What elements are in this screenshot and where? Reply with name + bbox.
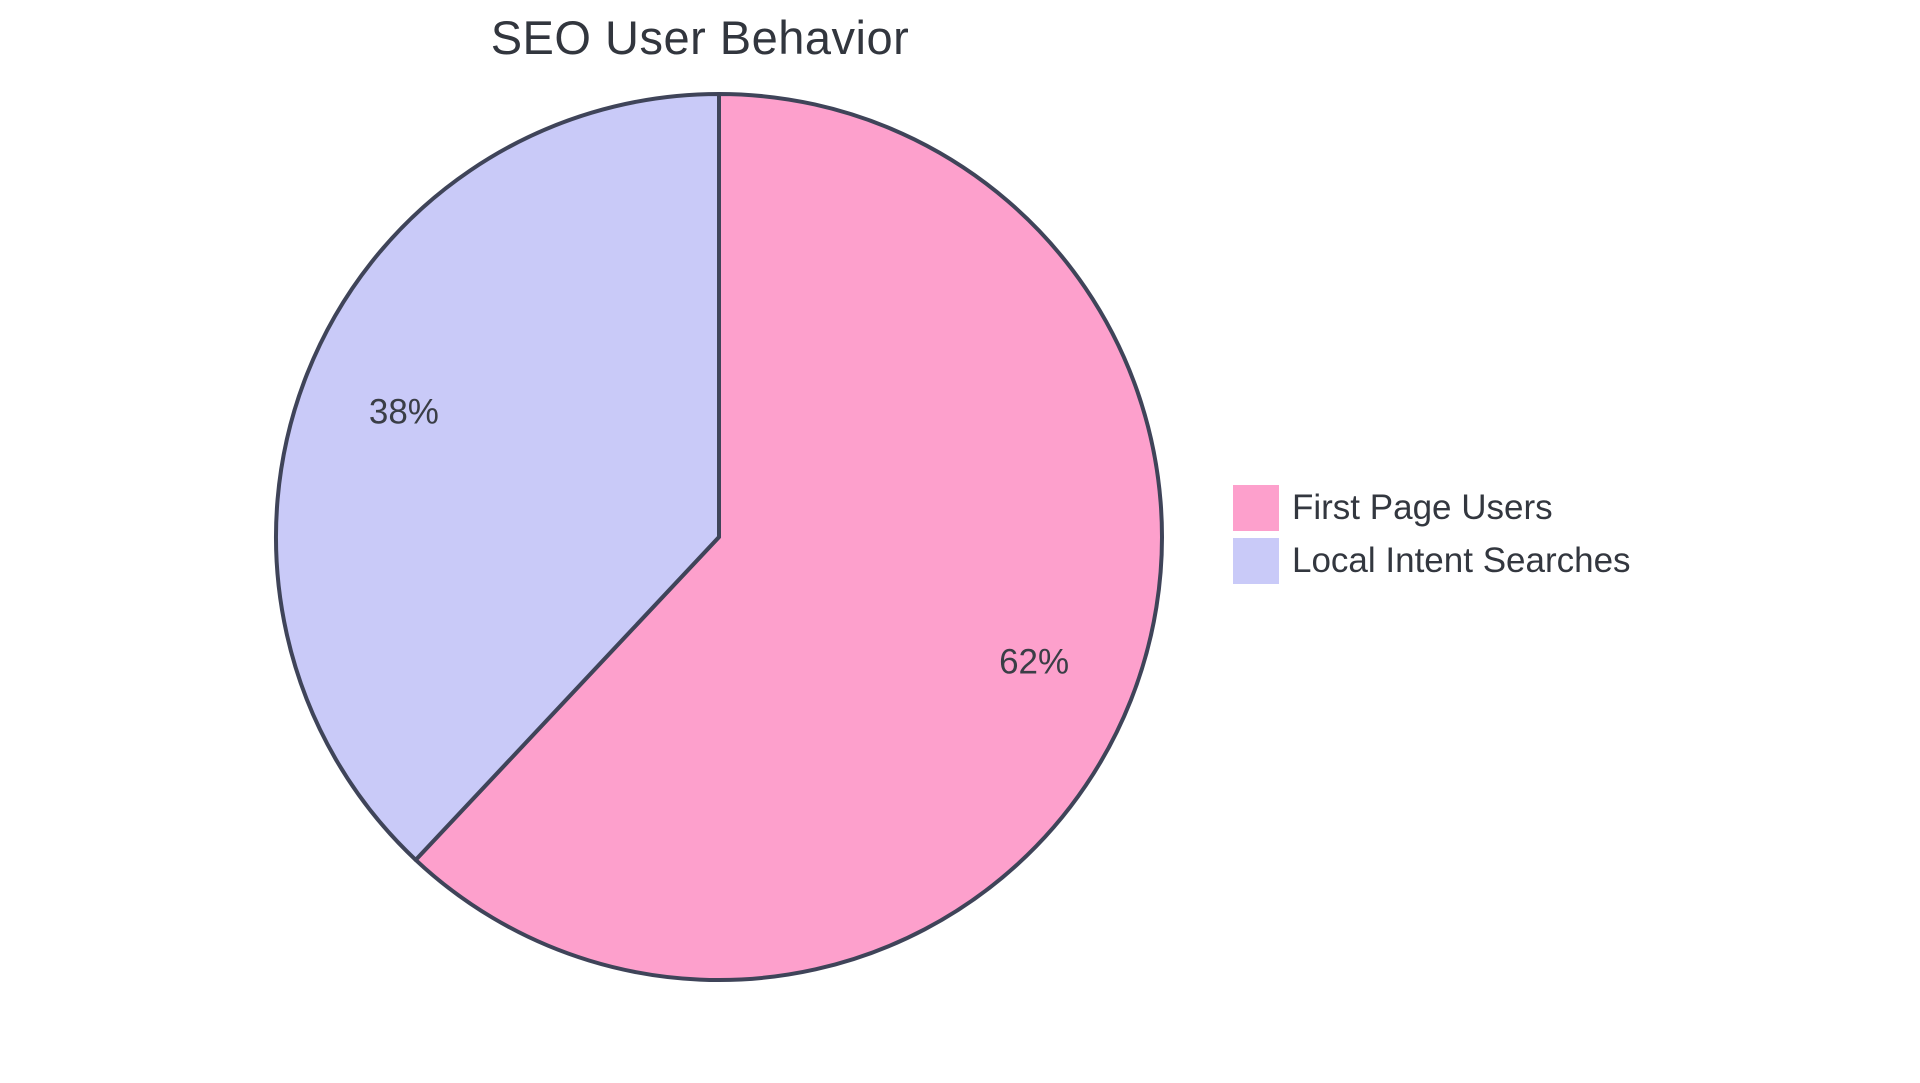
- chart-title: SEO User Behavior: [490, 11, 910, 64]
- legend-label-local-intent-searches: Local Intent Searches: [1292, 541, 1631, 580]
- legend-label-first-page-users: First Page Users: [1292, 488, 1553, 527]
- legend-swatch-local-intent-searches: [1233, 538, 1279, 584]
- legend-item-local-intent-searches: Local Intent Searches: [1233, 538, 1631, 584]
- chart-legend: First Page Users Local Intent Searches: [1233, 485, 1631, 584]
- pie-slice-1: [273, 92, 721, 862]
- legend-item-first-page-users: First Page Users: [1233, 485, 1631, 531]
- pie-slice-label-0: 62%: [999, 642, 1069, 681]
- pie-slice-0: [413, 92, 1164, 982]
- legend-swatch-first-page-users: [1233, 485, 1279, 531]
- pie-slice-label-1: 38%: [369, 393, 439, 432]
